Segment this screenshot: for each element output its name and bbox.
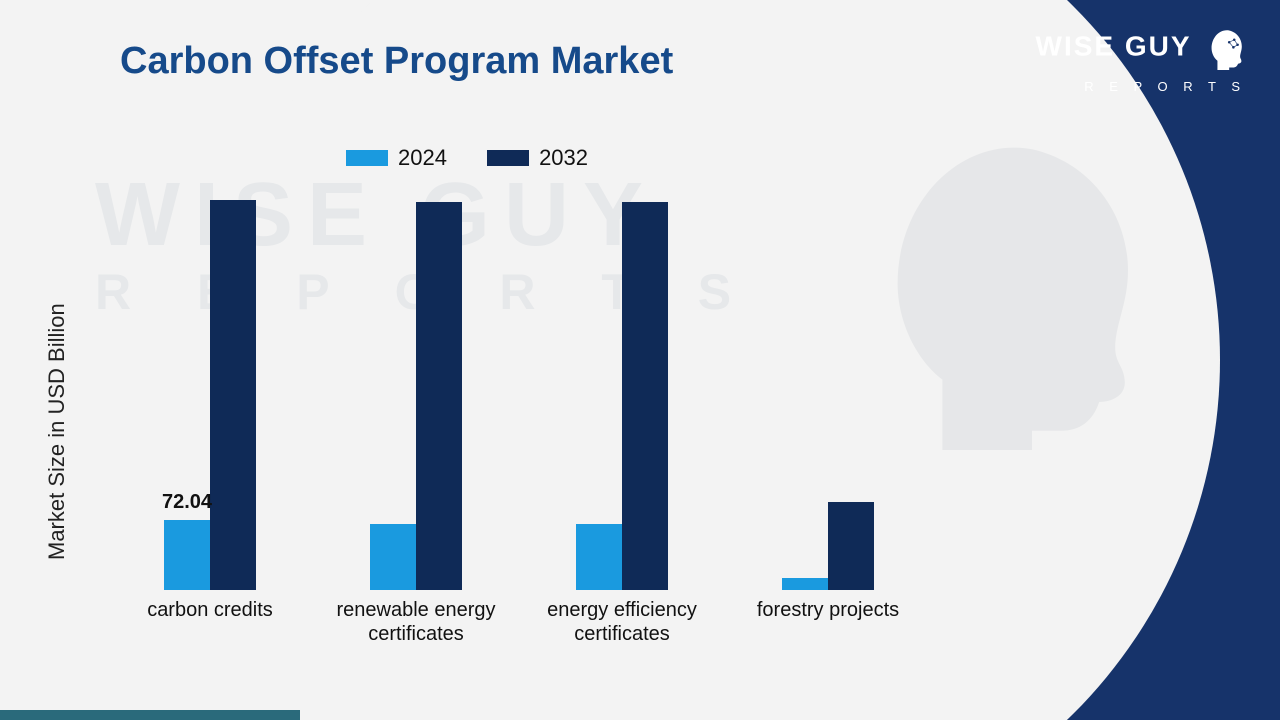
chart-title: Carbon Offset Program Market	[120, 40, 673, 83]
category-label: renewable energy certificates	[336, 598, 496, 646]
legend-swatch-2032	[487, 150, 529, 166]
bar-2032	[416, 202, 462, 590]
bar-2024	[164, 520, 210, 590]
bar-2032	[828, 502, 874, 590]
bar-2024	[782, 578, 828, 590]
bar-2024	[370, 524, 416, 590]
category-label: energy efficiency certificates	[542, 598, 702, 646]
y-axis-label: Market Size in USD Billion	[44, 303, 70, 560]
legend-label-2032: 2032	[539, 145, 588, 170]
legend-swatch-2024	[346, 150, 388, 166]
brand-line1: WISE GUY	[1036, 31, 1192, 62]
bar-2032	[622, 202, 668, 590]
bar-2032	[210, 200, 256, 590]
value-label: 72.04	[162, 491, 212, 514]
brand-logo: WISE GUY R E P O R T S	[1036, 28, 1246, 94]
legend: 2024 2032	[0, 144, 900, 171]
brand-line2: R E P O R T S	[1036, 79, 1246, 94]
plot-area: 72.04	[110, 190, 900, 590]
bottom-accent	[0, 710, 300, 720]
bar-2024	[576, 524, 622, 590]
legend-label-2024: 2024	[398, 145, 447, 170]
category-label: forestry projects	[748, 598, 908, 622]
stage: WISE GUY R E P O R T S Carbon Offset Pro…	[0, 0, 1280, 720]
brand-head-icon	[1204, 28, 1246, 75]
category-label: carbon credits	[130, 598, 290, 622]
